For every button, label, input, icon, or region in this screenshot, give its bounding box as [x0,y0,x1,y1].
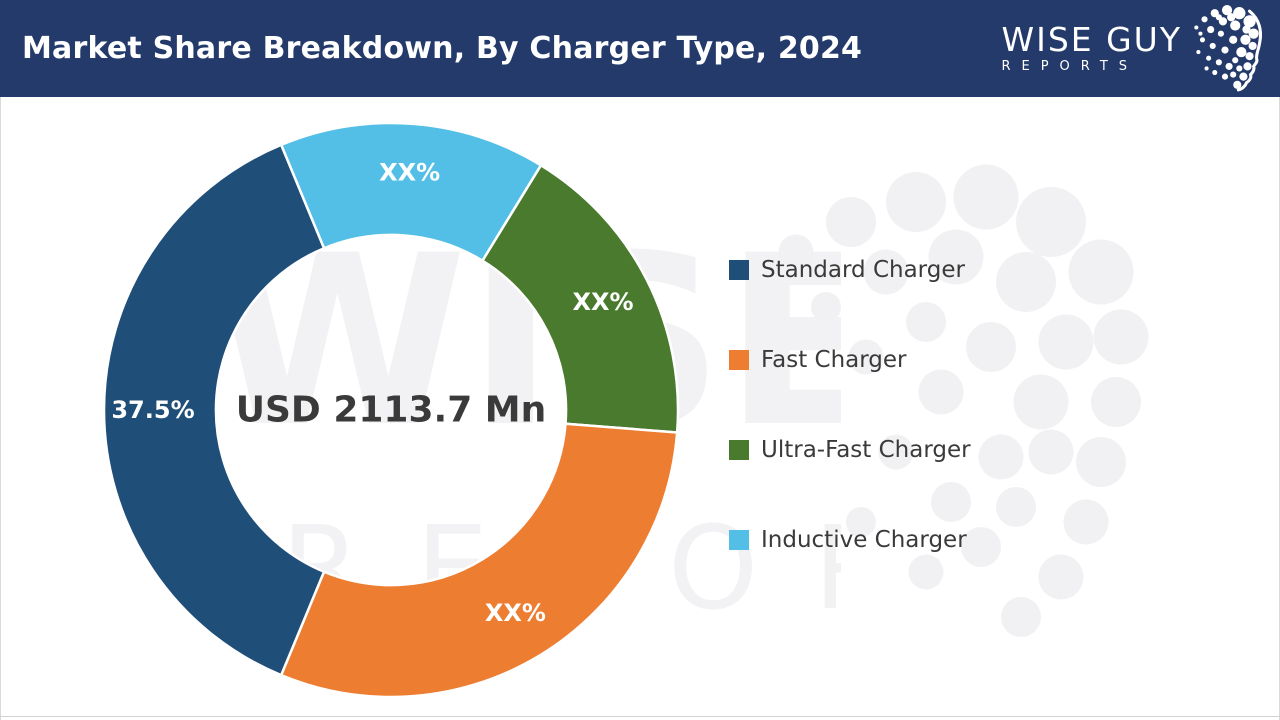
slice-label-inductive-charger: XX% [379,159,440,187]
donut-slice-ultra-fast-charger [481,164,680,434]
legend-item-standard-charger: Standard Charger [729,257,971,283]
legend-label: Fast Charger [761,347,907,373]
bottom-divider [0,716,1280,717]
logo-subtext: REPORTS [1001,59,1139,74]
donut-slice-fast-charger [279,422,679,699]
donut-slice-standard-charger [102,143,326,677]
legend-label: Standard Charger [761,257,965,283]
legend-swatch-standard-charger [729,260,749,280]
logo-wordmark: WISE GUY [1001,20,1182,59]
slice-label-standard-charger: 37.5% [111,396,194,424]
slice-label-fast-charger: XX% [485,599,546,627]
legend-item-fast-charger: Fast Charger [729,347,971,373]
wise-guy-logo: WISE GUY REPORTS [1001,4,1262,93]
legend-swatch-ultra-fast-charger [729,440,749,460]
legend: Standard Charger Fast Charger Ultra-Fast… [729,257,971,618]
legend-label: Ultra-Fast Charger [761,437,971,463]
legend-swatch-fast-charger [729,350,749,370]
donut-chart: XX% XX% XX% 37.5% USD 2113.7 Mn [102,121,680,699]
donut-slice-inductive-charger [279,121,543,262]
chart-area: WISE GUY REPORTS XX%XX%XX%37.5%USD 2113.… [0,97,1280,720]
legend-item-ultra-fast-charger: Ultra-Fast Charger [729,437,971,463]
page-title: Market Share Breakdown, By Charger Type,… [22,31,863,66]
logo-face-icon [1194,4,1262,91]
header: Market Share Breakdown, By Charger Type,… [0,0,1280,97]
legend-item-inductive-charger: Inductive Charger [729,527,971,553]
legend-swatch-inductive-charger [729,530,749,550]
legend-label: Inductive Charger [761,527,967,553]
donut-center-value: USD 2113.7 Mn [236,390,546,431]
slice-label-ultra-fast-charger: XX% [573,288,634,316]
